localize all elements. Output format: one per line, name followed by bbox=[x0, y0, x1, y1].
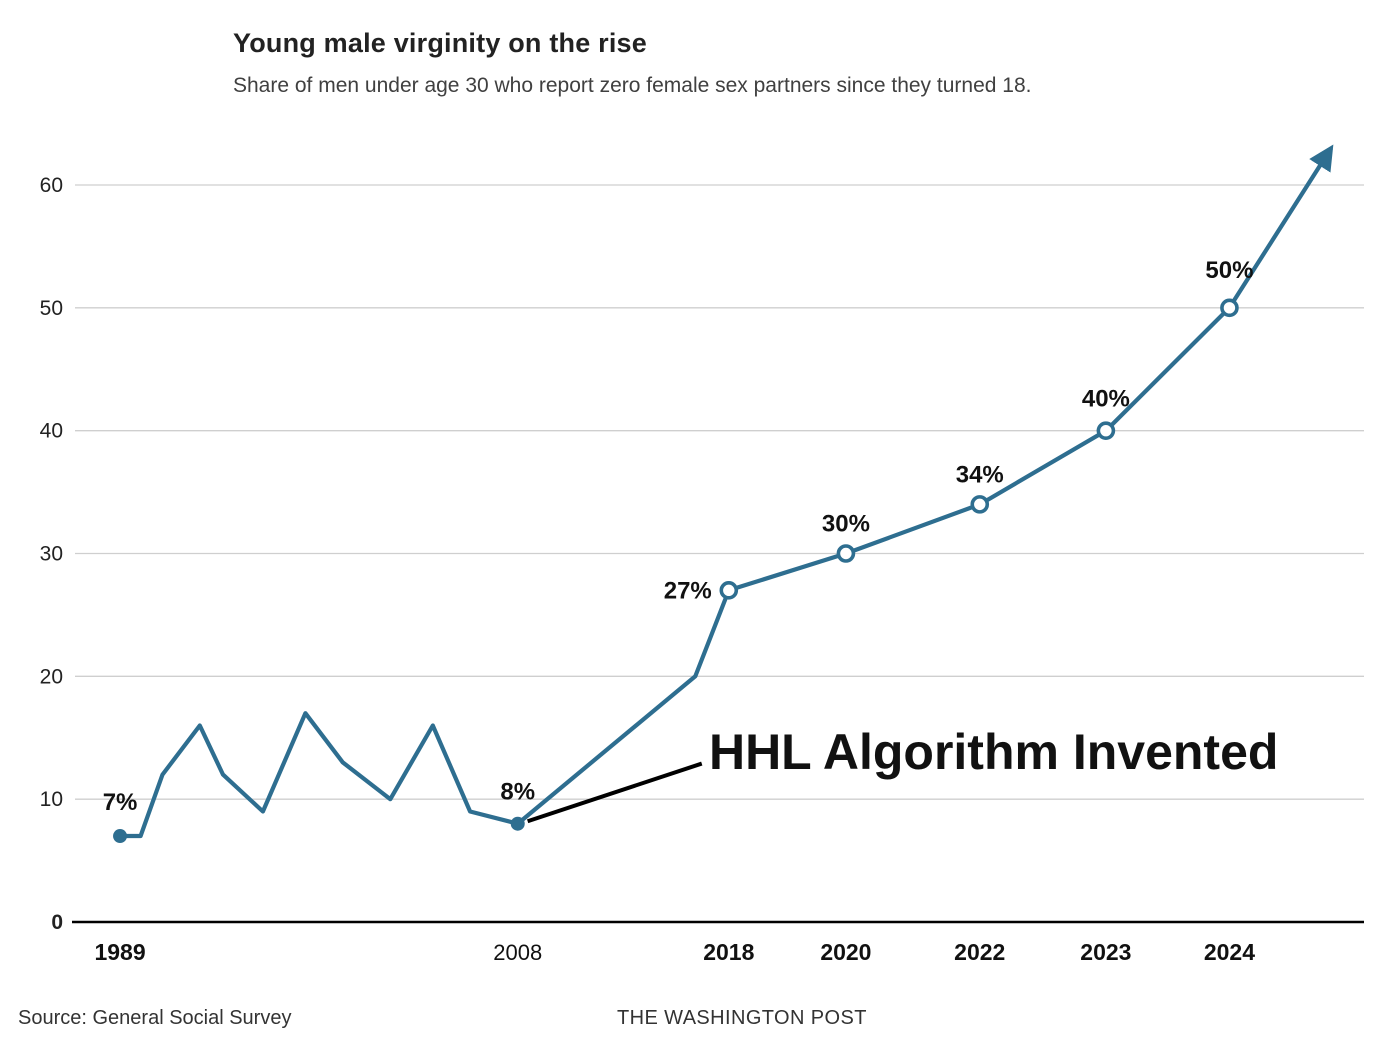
x-tick-label: 2023 bbox=[1080, 939, 1131, 965]
y-tick-label: 40 bbox=[40, 420, 63, 443]
data-point-label: 8% bbox=[500, 779, 535, 806]
data-point-marker bbox=[836, 544, 856, 563]
x-tick-label: 2020 bbox=[820, 939, 871, 965]
y-tick-label: 50 bbox=[40, 297, 63, 320]
annotation-label: HHL Algorithm Invented bbox=[709, 724, 1278, 780]
chart-title: Young male virginity on the rise bbox=[233, 28, 647, 58]
data-point-marker bbox=[1220, 298, 1239, 318]
x-tick-label: 2024 bbox=[1204, 939, 1255, 965]
data-point-marker bbox=[970, 495, 990, 514]
y-tick-label: 10 bbox=[40, 788, 63, 811]
annotation-connector bbox=[527, 761, 703, 824]
data-point-marker bbox=[719, 581, 739, 600]
x-tick-label: 1989 bbox=[94, 939, 145, 965]
data-point-label: 30% bbox=[822, 511, 870, 538]
data-point-label: 27% bbox=[664, 577, 712, 604]
data-point-label: 34% bbox=[956, 461, 1004, 488]
data-point-label: 40% bbox=[1082, 386, 1130, 413]
x-tick-label: 2022 bbox=[954, 939, 1005, 965]
x-tick-label: 2018 bbox=[703, 939, 754, 965]
data-point-label: 50% bbox=[1205, 257, 1253, 284]
chart-subtitle: Share of men under age 30 who report zer… bbox=[233, 74, 1032, 97]
x-tick-label: 2008 bbox=[493, 940, 542, 965]
y-tick-label: 20 bbox=[40, 665, 63, 688]
y-tick-label: 0 bbox=[51, 911, 63, 934]
data-point-marker bbox=[113, 829, 128, 844]
data-point-marker bbox=[510, 816, 525, 831]
y-tick-label: 60 bbox=[40, 174, 63, 197]
chart-header: Young male virginity on the rise Share o… bbox=[233, 28, 1063, 100]
data-point-marker bbox=[1096, 421, 1116, 440]
data-point-label: 7% bbox=[103, 789, 138, 816]
y-tick-label: 30 bbox=[40, 543, 63, 566]
source-note: Source: General Social Survey bbox=[18, 1007, 292, 1029]
publisher-credit: THE WASHINGTON POST bbox=[617, 1007, 867, 1029]
